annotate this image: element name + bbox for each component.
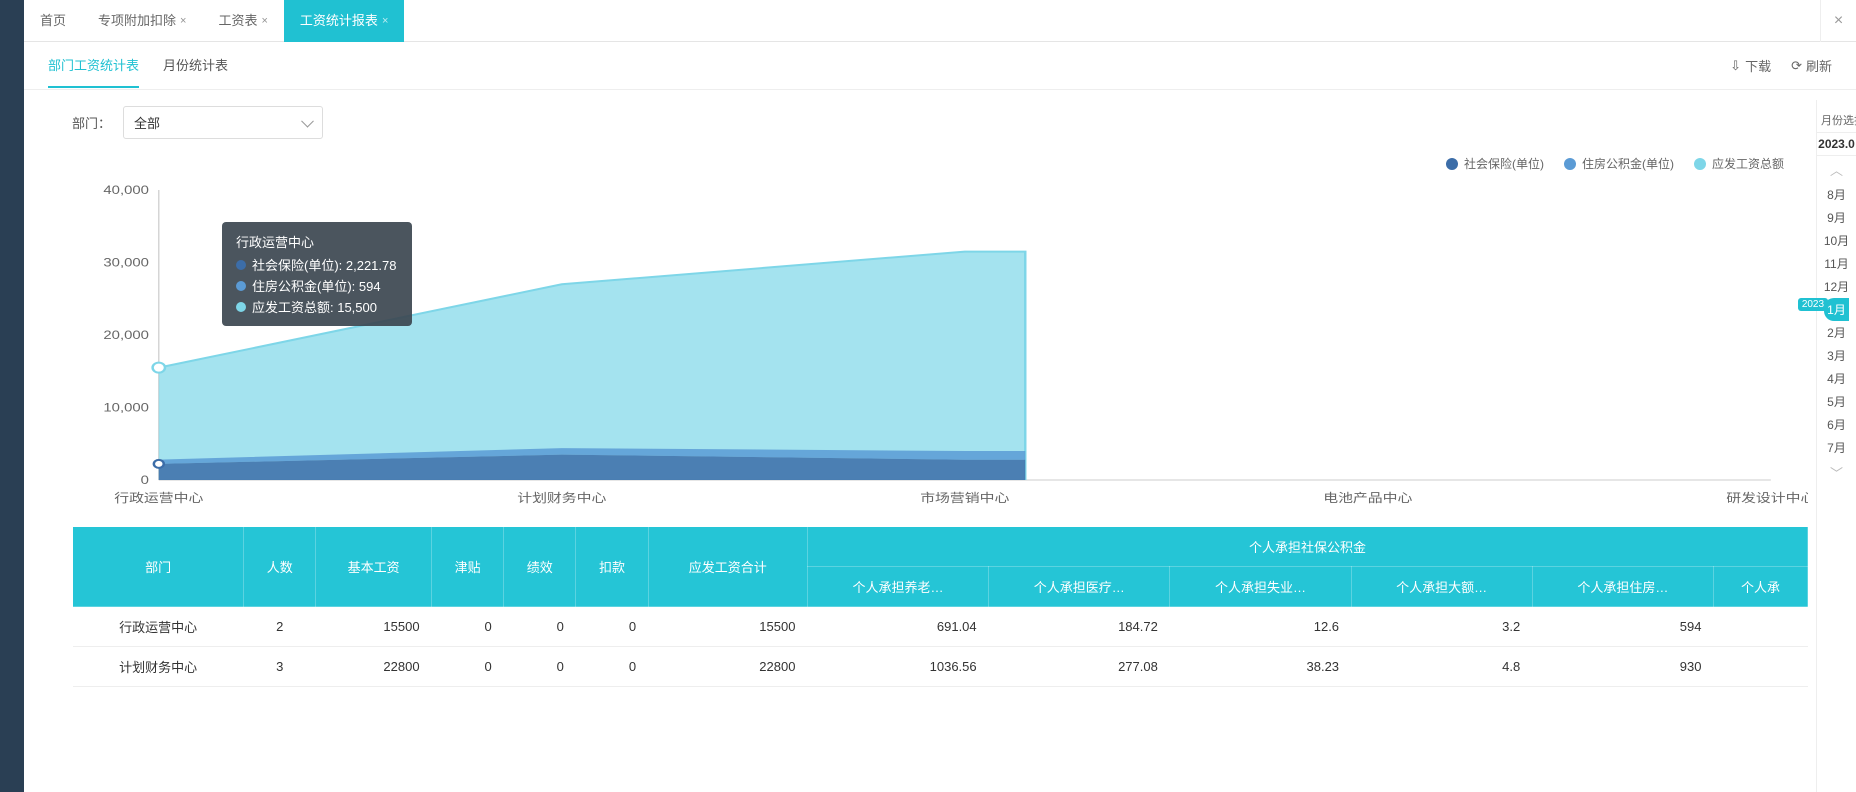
th-g4: 个人承担大额… bbox=[1351, 567, 1532, 607]
month-option[interactable]: 8月 bbox=[1824, 183, 1849, 206]
th-g3: 个人承担失业… bbox=[1170, 567, 1351, 607]
month-picker-year: 2023.0 bbox=[1817, 133, 1856, 156]
table-cell: 184.72 bbox=[989, 607, 1170, 647]
table-cell bbox=[1713, 607, 1807, 647]
table-cell: 1036.56 bbox=[807, 647, 988, 687]
month-picker-panel: 月份选择 2023.0 ︿ 8月9月10月11月12月1月20232月3月4月5… bbox=[1816, 100, 1856, 792]
table-cell: 行政运营中心 bbox=[73, 607, 244, 647]
close-icon[interactable]: × bbox=[180, 0, 186, 42]
table-cell: 0 bbox=[432, 647, 504, 687]
sub-tab-dept[interactable]: 部门工资统计表 bbox=[48, 43, 139, 88]
th-g6: 个人承 bbox=[1713, 567, 1807, 607]
th-base: 基本工资 bbox=[316, 527, 432, 607]
table-cell: 3.2 bbox=[1351, 607, 1532, 647]
th-g1: 个人承担养老… bbox=[807, 567, 988, 607]
table-cell: 594 bbox=[1532, 607, 1713, 647]
month-option[interactable]: 5月 bbox=[1824, 390, 1849, 413]
chart-legend: 社会保险(单位) 住房公积金(单位) 应发工资总额 bbox=[72, 155, 1808, 172]
legend-item-s3[interactable]: 应发工资总额 bbox=[1694, 155, 1784, 172]
table-cell: 22800 bbox=[316, 647, 432, 687]
download-button[interactable]: ⇩下载 bbox=[1730, 56, 1771, 75]
month-option[interactable]: 2月 bbox=[1824, 321, 1849, 344]
sub-tabs: 部门工资统计表 月份统计表 ⇩下载 ⟳刷新 bbox=[24, 42, 1856, 90]
th-g5: 个人承担住房… bbox=[1532, 567, 1713, 607]
table-cell: 2 bbox=[244, 607, 316, 647]
tab-home[interactable]: 首页 bbox=[24, 0, 82, 42]
svg-text:行政运营中心: 行政运营中心 bbox=[114, 491, 204, 504]
th-deduct: 扣款 bbox=[576, 527, 648, 607]
month-scroll-up[interactable]: ︿ bbox=[1830, 160, 1843, 179]
svg-text:0: 0 bbox=[141, 473, 149, 486]
table-cell: 15500 bbox=[648, 607, 807, 647]
month-option[interactable]: 1月2023 bbox=[1824, 298, 1849, 321]
legend-item-s1[interactable]: 社会保险(单位) bbox=[1446, 155, 1544, 172]
table-row[interactable]: 计划财务中心322800000228001036.56277.0838.234.… bbox=[73, 647, 1808, 687]
table-cell bbox=[1713, 647, 1807, 687]
th-count: 人数 bbox=[244, 527, 316, 607]
close-all-button[interactable]: × bbox=[1820, 0, 1856, 42]
tab-report[interactable]: 工资统计报表× bbox=[284, 0, 404, 42]
table-cell: 12.6 bbox=[1170, 607, 1351, 647]
month-option[interactable]: 7月 bbox=[1824, 436, 1849, 459]
table-cell: 0 bbox=[576, 607, 648, 647]
table-cell: 38.23 bbox=[1170, 647, 1351, 687]
filter-row: 部门： 全部 bbox=[24, 90, 1856, 147]
month-option[interactable]: 10月 bbox=[1824, 229, 1849, 252]
th-g2: 个人承担医疗… bbox=[989, 567, 1170, 607]
table-cell: 15500 bbox=[316, 607, 432, 647]
th-total: 应发工资合计 bbox=[648, 527, 807, 607]
legend-item-s2[interactable]: 住房公积金(单位) bbox=[1564, 155, 1674, 172]
refresh-button[interactable]: ⟳刷新 bbox=[1791, 56, 1832, 75]
month-option[interactable]: 3月 bbox=[1824, 344, 1849, 367]
table-cell: 3 bbox=[244, 647, 316, 687]
th-perf: 绩效 bbox=[504, 527, 576, 607]
tab-salary[interactable]: 工资表× bbox=[202, 0, 283, 42]
table-cell: 691.04 bbox=[807, 607, 988, 647]
table-cell: 0 bbox=[432, 607, 504, 647]
close-icon[interactable]: × bbox=[382, 0, 388, 42]
th-allowance: 津贴 bbox=[432, 527, 504, 607]
tab-deduction[interactable]: 专项附加扣除× bbox=[82, 0, 202, 42]
salary-chart[interactable]: 0 10,000 20,000 30,000 40,000 行政运营中心 计划财务中心 市场营… bbox=[72, 180, 1808, 510]
svg-text:研发设计中心: 研发设计中心 bbox=[1726, 491, 1808, 504]
dept-select[interactable]: 全部 bbox=[123, 106, 323, 139]
table-cell: 930 bbox=[1532, 647, 1713, 687]
month-option[interactable]: 11月 bbox=[1824, 252, 1849, 275]
svg-text:10,000: 10,000 bbox=[103, 401, 148, 414]
download-icon: ⇩ bbox=[1730, 58, 1741, 74]
salary-table: 部门 人数 基本工资 津贴 绩效 扣款 应发工资合计 个人承担社保公积金 个人承… bbox=[72, 526, 1808, 687]
page-tabs-bar: 首页 专项附加扣除× 工资表× 工资统计报表× × bbox=[24, 0, 1856, 42]
month-option[interactable]: 4月 bbox=[1824, 367, 1849, 390]
table-cell: 计划财务中心 bbox=[73, 647, 244, 687]
svg-text:30,000: 30,000 bbox=[103, 256, 148, 269]
month-option[interactable]: 6月 bbox=[1824, 413, 1849, 436]
table-cell: 0 bbox=[504, 647, 576, 687]
table-cell: 0 bbox=[504, 607, 576, 647]
chart-tooltip: 行政运营中心 社会保险(单位): 2,221.78 住房公积金(单位): 594… bbox=[222, 222, 412, 326]
table-cell: 4.8 bbox=[1351, 647, 1532, 687]
left-nav-rail[interactable] bbox=[0, 0, 24, 792]
svg-text:20,000: 20,000 bbox=[103, 328, 148, 341]
table-cell: 22800 bbox=[648, 647, 807, 687]
table-row[interactable]: 行政运营中心21550000015500691.04184.7212.63.25… bbox=[73, 607, 1808, 647]
sub-tab-month[interactable]: 月份统计表 bbox=[163, 43, 228, 88]
month-picker-title: 月份选择 bbox=[1817, 108, 1856, 133]
svg-text:计划财务中心: 计划财务中心 bbox=[517, 491, 607, 504]
month-option[interactable]: 9月 bbox=[1824, 206, 1849, 229]
month-scroll-down[interactable]: ﹀ bbox=[1830, 463, 1843, 482]
th-group: 个人承担社保公积金 bbox=[807, 527, 1807, 567]
svg-text:40,000: 40,000 bbox=[103, 183, 148, 196]
month-option[interactable]: 12月 bbox=[1824, 275, 1849, 298]
close-icon[interactable]: × bbox=[261, 0, 267, 42]
svg-text:市场营销中心: 市场营销中心 bbox=[920, 490, 1010, 504]
refresh-icon: ⟳ bbox=[1791, 58, 1802, 74]
year-badge: 2023 bbox=[1798, 298, 1828, 311]
th-dept: 部门 bbox=[73, 527, 244, 607]
svg-text:电池产品中心: 电池产品中心 bbox=[1323, 491, 1413, 504]
table-cell: 277.08 bbox=[989, 647, 1170, 687]
table-cell: 0 bbox=[576, 647, 648, 687]
filter-label: 部门： bbox=[72, 113, 111, 132]
